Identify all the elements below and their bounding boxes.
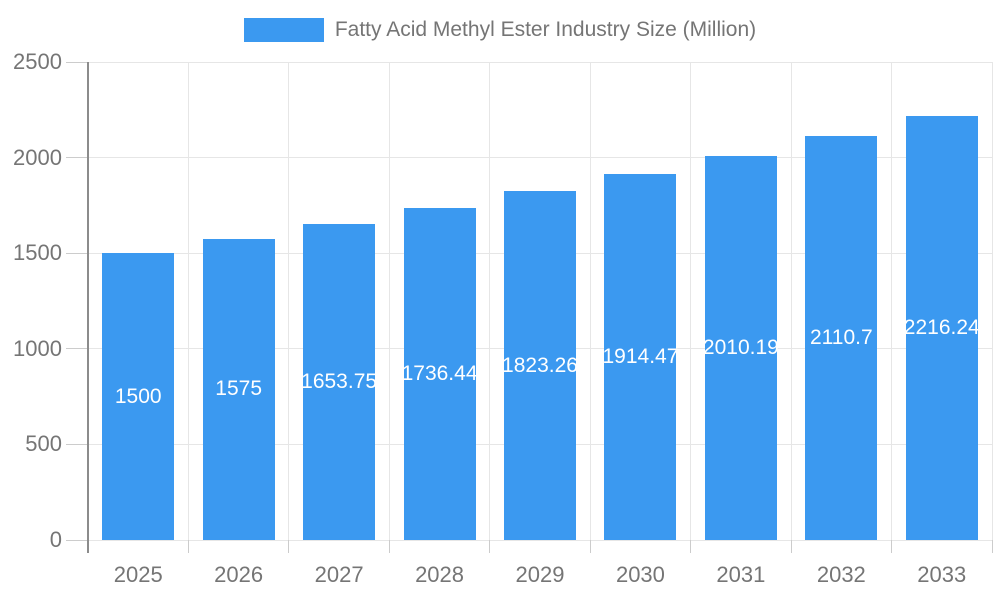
y-axis-line [87, 62, 89, 553]
x-axis-tick-label: 2026 [214, 562, 264, 587]
bar [403, 207, 476, 540]
x-axis-tick-label: 2029 [515, 562, 565, 587]
y-axis-tick-label: 0 [49, 527, 62, 552]
h-gridline [88, 61, 992, 63]
legend-item[interactable]: Fatty Acid Methyl Ester Industry Size (M… [243, 18, 757, 42]
x-axis-tick [891, 540, 893, 553]
x-axis-tick [187, 540, 189, 553]
x-axis-tick [489, 540, 491, 553]
bar-value-label: 2110.7 [809, 326, 873, 350]
x-axis-tick-label: 2031 [716, 562, 766, 587]
bar-value-label: 1575 [215, 377, 263, 401]
bar-value-label: 2216.24 [903, 316, 980, 340]
legend-label: Fatty Acid Methyl Ester Industry Size (M… [334, 18, 757, 41]
h-gridline [88, 539, 992, 541]
bar [905, 116, 978, 540]
y-axis-tick-label: 1500 [13, 240, 62, 266]
y-axis-tick-label: 2500 [13, 49, 62, 74]
y-axis-tick [66, 348, 88, 350]
v-gridline [790, 62, 792, 540]
v-gridline [489, 62, 491, 540]
x-axis-tick [589, 540, 591, 553]
x-axis-tick-label: 2030 [615, 562, 665, 587]
bar [202, 238, 275, 540]
h-gridline [88, 157, 992, 159]
bar [704, 155, 777, 540]
y-axis-tick [66, 539, 88, 541]
x-axis-tick-label: 2028 [415, 562, 465, 587]
y-axis-tick [66, 252, 88, 254]
bar [504, 191, 576, 540]
x-axis-tick [991, 540, 993, 553]
bar-value-label: 2010.19 [702, 335, 779, 359]
bar [102, 253, 175, 540]
v-gridline [288, 62, 290, 540]
y-axis-tick-label: 2000 [13, 144, 62, 170]
legend-swatch-icon [243, 18, 324, 42]
x-axis-tick-label: 2025 [113, 562, 163, 587]
y-axis-tick-label: 500 [25, 431, 62, 457]
x-axis-tick [790, 540, 792, 553]
x-axis-tick [388, 540, 390, 553]
y-axis-tick [66, 61, 88, 63]
x-axis-tick [288, 540, 290, 553]
bar [604, 173, 677, 540]
bar [303, 223, 376, 540]
bar-value-label: 1500 [114, 384, 162, 408]
v-gridline [690, 62, 692, 540]
v-gridline [388, 62, 390, 540]
v-gridline [891, 62, 893, 540]
x-axis-tick [690, 540, 692, 553]
v-gridline [589, 62, 591, 540]
x-axis-tick-label: 2032 [816, 562, 866, 587]
bar-value-label: 1823.26 [502, 353, 578, 377]
y-axis-tick [66, 443, 88, 445]
legend: Fatty Acid Methyl Ester Industry Size (M… [0, 18, 1000, 42]
bar-value-label: 1914.47 [602, 344, 679, 368]
v-gridline [187, 62, 189, 540]
y-axis-tick-label: 1000 [13, 335, 62, 361]
bar-value-label: 1736.44 [401, 361, 478, 385]
v-gridline [991, 62, 993, 540]
y-axis-tick [66, 157, 88, 159]
bar-value-label: 1653.75 [301, 369, 378, 393]
x-axis-tick-label: 2027 [314, 562, 364, 587]
bar [805, 136, 878, 540]
x-axis-tick-label: 2033 [917, 562, 967, 587]
